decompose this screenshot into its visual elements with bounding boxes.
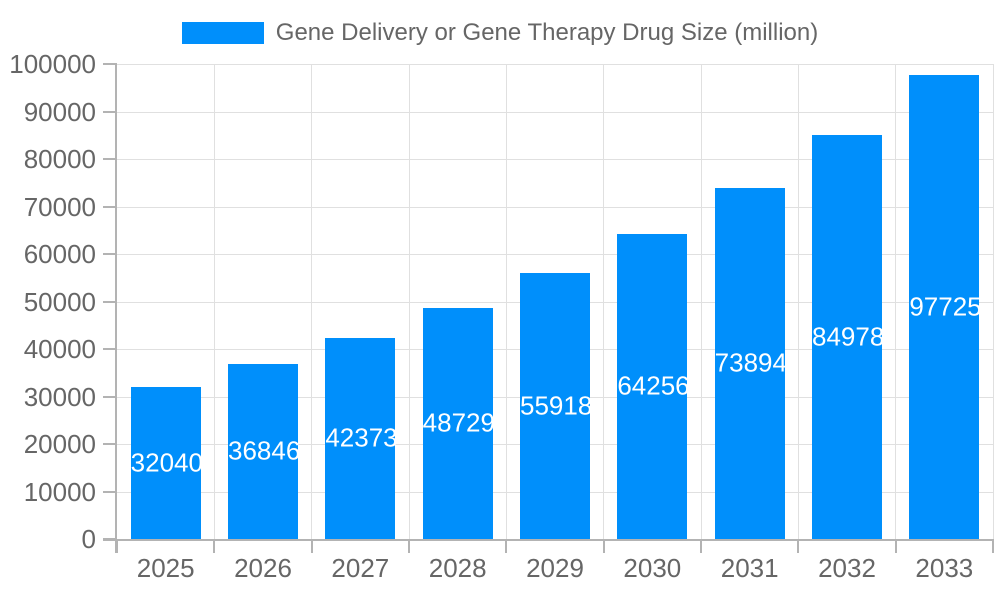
bar-value-label: 36846 xyxy=(228,435,301,466)
x-axis-tick xyxy=(602,539,605,553)
bar-value-label: 97725 xyxy=(909,291,982,322)
y-axis-tick xyxy=(103,253,117,255)
bar-value-label: 32040 xyxy=(130,447,203,478)
y-tick-label: 30000 xyxy=(23,381,96,412)
bar-value-label: 55918 xyxy=(520,390,593,421)
legend-label: Gene Delivery or Gene Therapy Drug Size … xyxy=(275,19,819,46)
x-axis-tick xyxy=(894,539,897,553)
x-tick-label: 2033 xyxy=(915,553,974,583)
y-tick-label: 50000 xyxy=(23,286,96,317)
y-axis-line xyxy=(115,64,117,553)
y-tick-label: 100000 xyxy=(9,49,96,79)
x-axis-tick xyxy=(116,539,118,553)
bar-value-label: 84978 xyxy=(812,321,885,352)
gridline-h xyxy=(117,64,993,65)
gridline-v xyxy=(797,64,799,539)
y-axis-tick xyxy=(103,348,117,350)
bar-value-label: 64256 xyxy=(617,370,690,401)
x-tick-label: 2031 xyxy=(720,553,779,583)
x-tick-label: 2027 xyxy=(331,553,390,583)
gridline-v xyxy=(505,64,507,539)
y-tick-label: 90000 xyxy=(23,96,96,127)
gridline-h xyxy=(117,254,993,255)
bar-2028[interactable]: 48729 xyxy=(422,307,495,539)
x-axis-tick xyxy=(408,539,410,553)
x-tick-label: 2029 xyxy=(526,553,584,583)
x-axis-tick xyxy=(992,539,994,553)
gridline-v xyxy=(700,64,702,539)
x-tick-label: 2028 xyxy=(428,553,487,583)
y-axis-tick xyxy=(103,443,117,445)
bar-value-label: 48729 xyxy=(422,407,495,438)
gridline-v xyxy=(408,64,410,539)
y-axis-tick xyxy=(103,205,117,208)
gridline-v xyxy=(213,64,215,539)
x-axis-tick xyxy=(505,539,508,553)
bar-2027[interactable]: 42373 xyxy=(325,337,398,539)
bar-2025[interactable]: 32040 xyxy=(130,386,203,539)
legend-marker-swatch xyxy=(181,22,264,44)
y-tick-label: 0 xyxy=(81,524,96,554)
x-axis-tick xyxy=(700,539,702,553)
x-axis-line xyxy=(103,539,993,541)
gridline-v xyxy=(992,64,994,539)
gridline-v xyxy=(603,64,605,539)
bar-2026[interactable]: 36846 xyxy=(228,363,301,539)
x-tick-label: 2030 xyxy=(623,553,682,583)
gridline-h xyxy=(117,111,993,113)
gridline-h xyxy=(117,159,993,160)
bar-2033[interactable]: 97725 xyxy=(909,74,982,539)
bar-2030[interactable]: 64256 xyxy=(617,233,690,539)
y-tick-label: 60000 xyxy=(23,239,96,269)
x-tick-label: 2026 xyxy=(234,553,292,583)
y-axis-tick xyxy=(103,300,117,303)
y-tick-label: 10000 xyxy=(23,476,96,507)
gridline-v xyxy=(311,64,313,539)
legend[interactable]: Gene Delivery or Gene Therapy Drug Size … xyxy=(0,18,1000,48)
y-tick-label: 40000 xyxy=(23,334,96,364)
bar-2031[interactable]: 73894 xyxy=(714,188,787,539)
gridline-v xyxy=(895,64,897,539)
x-tick-label: 2025 xyxy=(136,553,195,583)
y-axis-tick xyxy=(103,395,117,398)
x-axis-tick xyxy=(213,539,216,553)
x-axis-tick xyxy=(310,539,313,553)
bar-value-label: 73894 xyxy=(714,347,787,378)
x-tick-label: 2032 xyxy=(818,553,876,583)
y-axis-tick xyxy=(103,490,117,493)
y-tick-label: 80000 xyxy=(23,144,96,174)
x-axis-tick xyxy=(797,539,800,553)
bar-2029[interactable]: 55918 xyxy=(520,273,593,539)
y-axis-tick xyxy=(103,63,117,65)
bar-value-label: 42373 xyxy=(325,422,398,453)
y-axis-tick xyxy=(103,110,117,113)
y-axis-tick xyxy=(103,158,117,160)
y-tick-label: 70000 xyxy=(23,191,96,222)
gridline-h xyxy=(117,206,993,208)
y-tick-label: 20000 xyxy=(23,429,96,459)
bar-2032[interactable]: 84978 xyxy=(812,135,885,539)
